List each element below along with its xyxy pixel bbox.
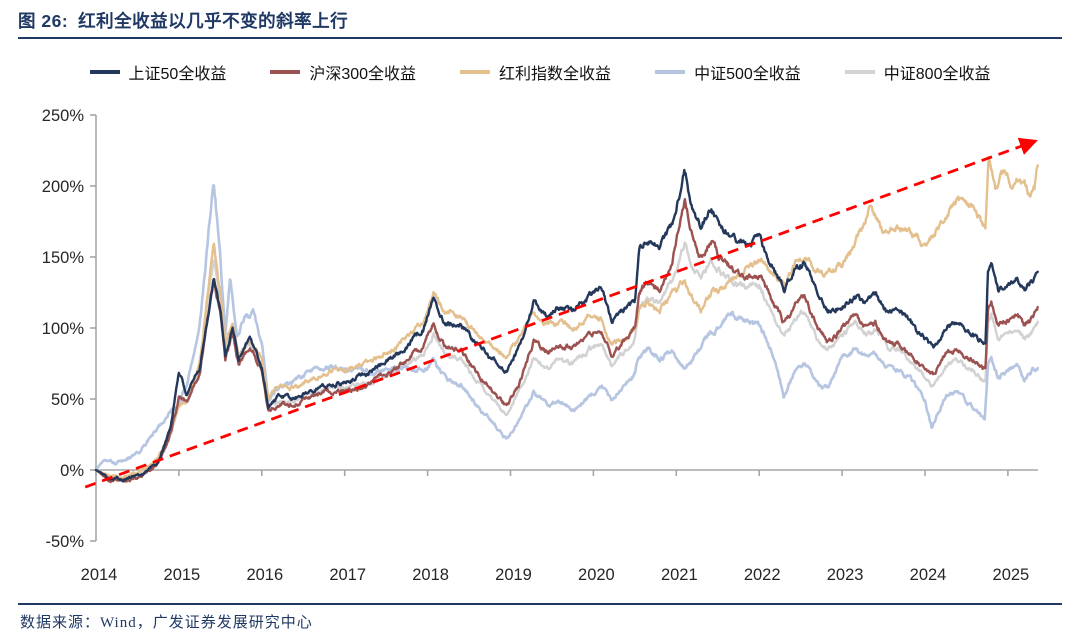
figure-title: 图 26: 红利全收益以几乎不变的斜率上行 xyxy=(18,8,1062,33)
legend-item-dividend: 红利指数全收益 xyxy=(460,60,611,84)
chart-legend: 上证50全收益 沪深300全收益 红利指数全收益 中证500全收益 中证800全… xyxy=(0,57,1080,87)
legend-label-hs300: 沪深300全收益 xyxy=(309,66,417,83)
x-tick-label: 2024 xyxy=(910,566,947,584)
title-divider-line xyxy=(18,37,1062,40)
x-tick-label: 2022 xyxy=(744,566,781,584)
legend-item-zz500: 中证500全收益 xyxy=(655,60,801,84)
y-tick-label: 0% xyxy=(60,462,84,480)
x-tick-label: 2021 xyxy=(661,566,698,584)
x-tick-label: 2015 xyxy=(164,566,201,584)
x-tick-label: 2016 xyxy=(246,566,283,584)
legend-item-zz800: 中证800全收益 xyxy=(844,60,991,84)
legend-swatch-zz500 xyxy=(655,70,686,74)
legend-item-sz50: 上证50全收益 xyxy=(89,60,227,84)
figure-number-label: 图 26: xyxy=(18,11,69,31)
legend-label-zz800: 中证800全收益 xyxy=(883,66,991,83)
y-tick-label: 200% xyxy=(42,178,85,196)
y-tick-label: 250% xyxy=(42,107,85,125)
x-tick-label: 2019 xyxy=(495,566,532,584)
y-tick-label: -50% xyxy=(45,533,84,551)
legend-swatch-hs300 xyxy=(270,70,301,74)
x-tick-label: 2014 xyxy=(81,566,118,584)
figure-title-text: 红利全收益以几乎不变的斜率上行 xyxy=(78,11,349,31)
trend-arrow xyxy=(84,137,1038,489)
series-line-0 xyxy=(94,168,1039,483)
footer-divider-line xyxy=(18,603,1062,605)
y-tick-label: 50% xyxy=(51,391,84,409)
series-line-3 xyxy=(94,184,1039,472)
x-tick-label: 2023 xyxy=(827,566,864,584)
data-source-note: 数据来源：Wind，广发证券发展研究中心 xyxy=(20,615,313,631)
legend-label-dividend: 红利指数全收益 xyxy=(499,66,612,83)
y-tick-label: 150% xyxy=(42,249,85,267)
legend-swatch-dividend xyxy=(460,70,491,74)
legend-swatch-sz50 xyxy=(89,70,120,74)
x-tick-label: 2018 xyxy=(412,566,449,584)
x-tick-label: 2017 xyxy=(329,566,366,584)
x-tick-label: 2025 xyxy=(993,566,1030,584)
legend-label-zz500: 中证500全收益 xyxy=(694,66,801,83)
x-tick-label: 2020 xyxy=(578,566,615,584)
legend-item-hs300: 沪深300全收益 xyxy=(270,60,416,84)
legend-swatch-zz800 xyxy=(844,70,875,74)
series-line-1 xyxy=(94,197,1039,484)
legend-label-sz50: 上证50全收益 xyxy=(128,66,227,83)
y-tick-label: 100% xyxy=(42,320,85,338)
